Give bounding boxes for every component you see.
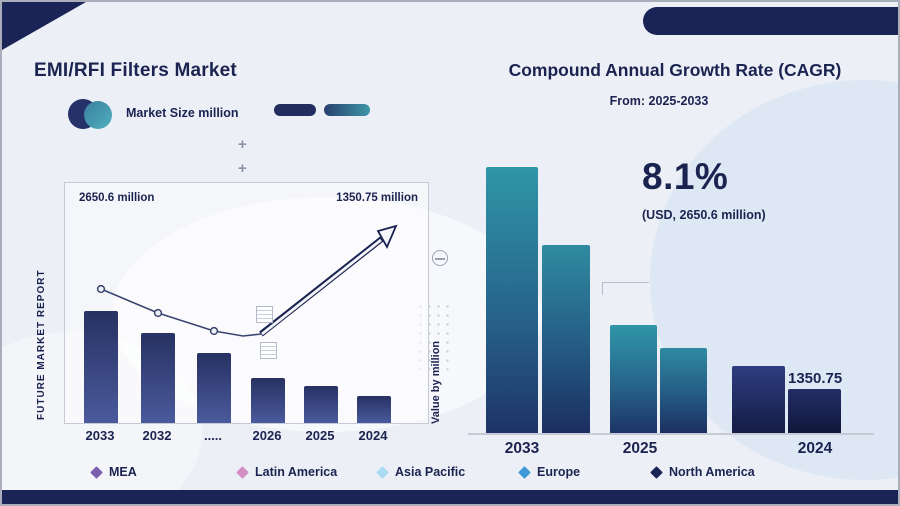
legend-label: MEA <box>109 465 137 479</box>
region-legend: MEA Latin America Asia Pacific Europe North … <box>82 465 872 485</box>
right-x-label-2024: 2024 <box>797 440 833 457</box>
value-by-million-label: Value by million <box>430 340 442 424</box>
legend-item-europe: Europe <box>518 465 581 479</box>
market-size-bar-2033 <box>84 311 118 423</box>
legend-label: Europe <box>537 465 581 479</box>
diamond-icon <box>90 465 103 479</box>
circle-minus-icon <box>432 250 448 266</box>
legend-item-mea: MEA <box>90 465 137 479</box>
diamond-icon <box>236 465 249 479</box>
legend-pill-navy <box>274 104 316 116</box>
market-size-bar-..... <box>197 353 231 423</box>
legend-label: Asia Pacific <box>395 465 466 479</box>
diamond-icon <box>518 465 531 479</box>
legend-label: Latin America <box>255 465 338 479</box>
legend-item-asia-pacific: Asia Pacific <box>376 465 466 479</box>
market-size-bar-2032 <box>141 333 175 423</box>
left-x-label-2033: 2033 <box>85 428 115 443</box>
corner-triangle-decoration <box>2 2 86 50</box>
right-x-label-2025: 2025 <box>622 440 658 457</box>
left-x-label-2026: 2026 <box>252 428 282 443</box>
market-size-bars <box>65 183 428 423</box>
cylinder-front-shape <box>84 101 112 129</box>
plus-icon: + <box>238 160 247 177</box>
market-size-cylinder-icon <box>68 98 116 130</box>
value-label-2033: 2650.6 million <box>79 192 155 204</box>
trend-marker <box>209 326 219 336</box>
trend-overlay <box>96 224 398 337</box>
right-x-label-2033: 2033 <box>504 440 540 457</box>
cagr-bar-2033-2 <box>542 245 590 434</box>
dot-grid-decoration <box>416 302 450 370</box>
diamond-icon <box>650 465 663 479</box>
cagr-title: Compound Annual Growth Rate (CAGR) <box>508 60 842 80</box>
top-navy-band <box>643 7 898 35</box>
cagr-bar-2025-2 <box>660 348 707 434</box>
trend-marker <box>153 308 163 318</box>
bar-value-2024: 1350.75 <box>788 370 843 387</box>
legend-item-latin-america: Latin America <box>236 465 338 479</box>
bottom-navy-bar <box>2 490 898 504</box>
plus-icon: + <box>238 136 247 153</box>
cagr-bar-2025-1 <box>610 325 657 434</box>
cagr-bar-2024-2 <box>788 389 841 434</box>
market-size-chart-panel: 2650.6 million 1350.75 million <box>64 182 429 424</box>
step-line-decoration <box>602 282 649 295</box>
cagr-value: 8.1% <box>642 156 729 197</box>
left-x-label-2024: 2024 <box>358 428 388 443</box>
right-chart-baseline <box>468 433 874 435</box>
left-chart-title: EMI/RFI Filters Market <box>34 60 237 81</box>
left-x-label-2025: 2025 <box>305 428 335 443</box>
market-size-bar-2025 <box>304 386 338 423</box>
cagr-bar-2033-1 <box>486 167 538 434</box>
market-size-legend-label: Market Size million <box>126 106 239 120</box>
mini-square-icon <box>260 342 277 359</box>
trend-marker <box>96 284 106 294</box>
legend-item-north-america: North America <box>650 465 755 479</box>
right-x-axis-labels: 2033 2025 2024 <box>470 440 872 460</box>
growth-arrow-fill <box>261 238 382 336</box>
trend-line <box>100 288 262 337</box>
diamond-icon <box>376 465 389 479</box>
market-size-bar-2026 <box>251 378 285 423</box>
cagr-bar-chart <box>470 162 872 434</box>
cagr-subtitle: From: 2025-2033 <box>609 94 709 108</box>
left-x-label-.....: ..... <box>203 428 223 443</box>
cagr-bar-2024-1 <box>732 366 785 434</box>
cagr-detail: (USD, 2650.6 million) <box>642 208 766 222</box>
value-label-2024: 1350.75 million <box>336 192 418 204</box>
left-x-axis-labels: 2033 2032..... 2026 2025 2024 <box>64 428 427 446</box>
legend-pill-teal <box>324 104 370 116</box>
left-x-label-2032: 2032 <box>142 428 172 443</box>
growth-arrow-head <box>376 224 398 250</box>
mini-square-icon <box>256 306 273 323</box>
market-size-bar-2024 <box>357 396 391 423</box>
legend-label: North America <box>669 465 755 479</box>
future-market-report-label: FUTURE MARKET REPORT <box>36 269 47 420</box>
